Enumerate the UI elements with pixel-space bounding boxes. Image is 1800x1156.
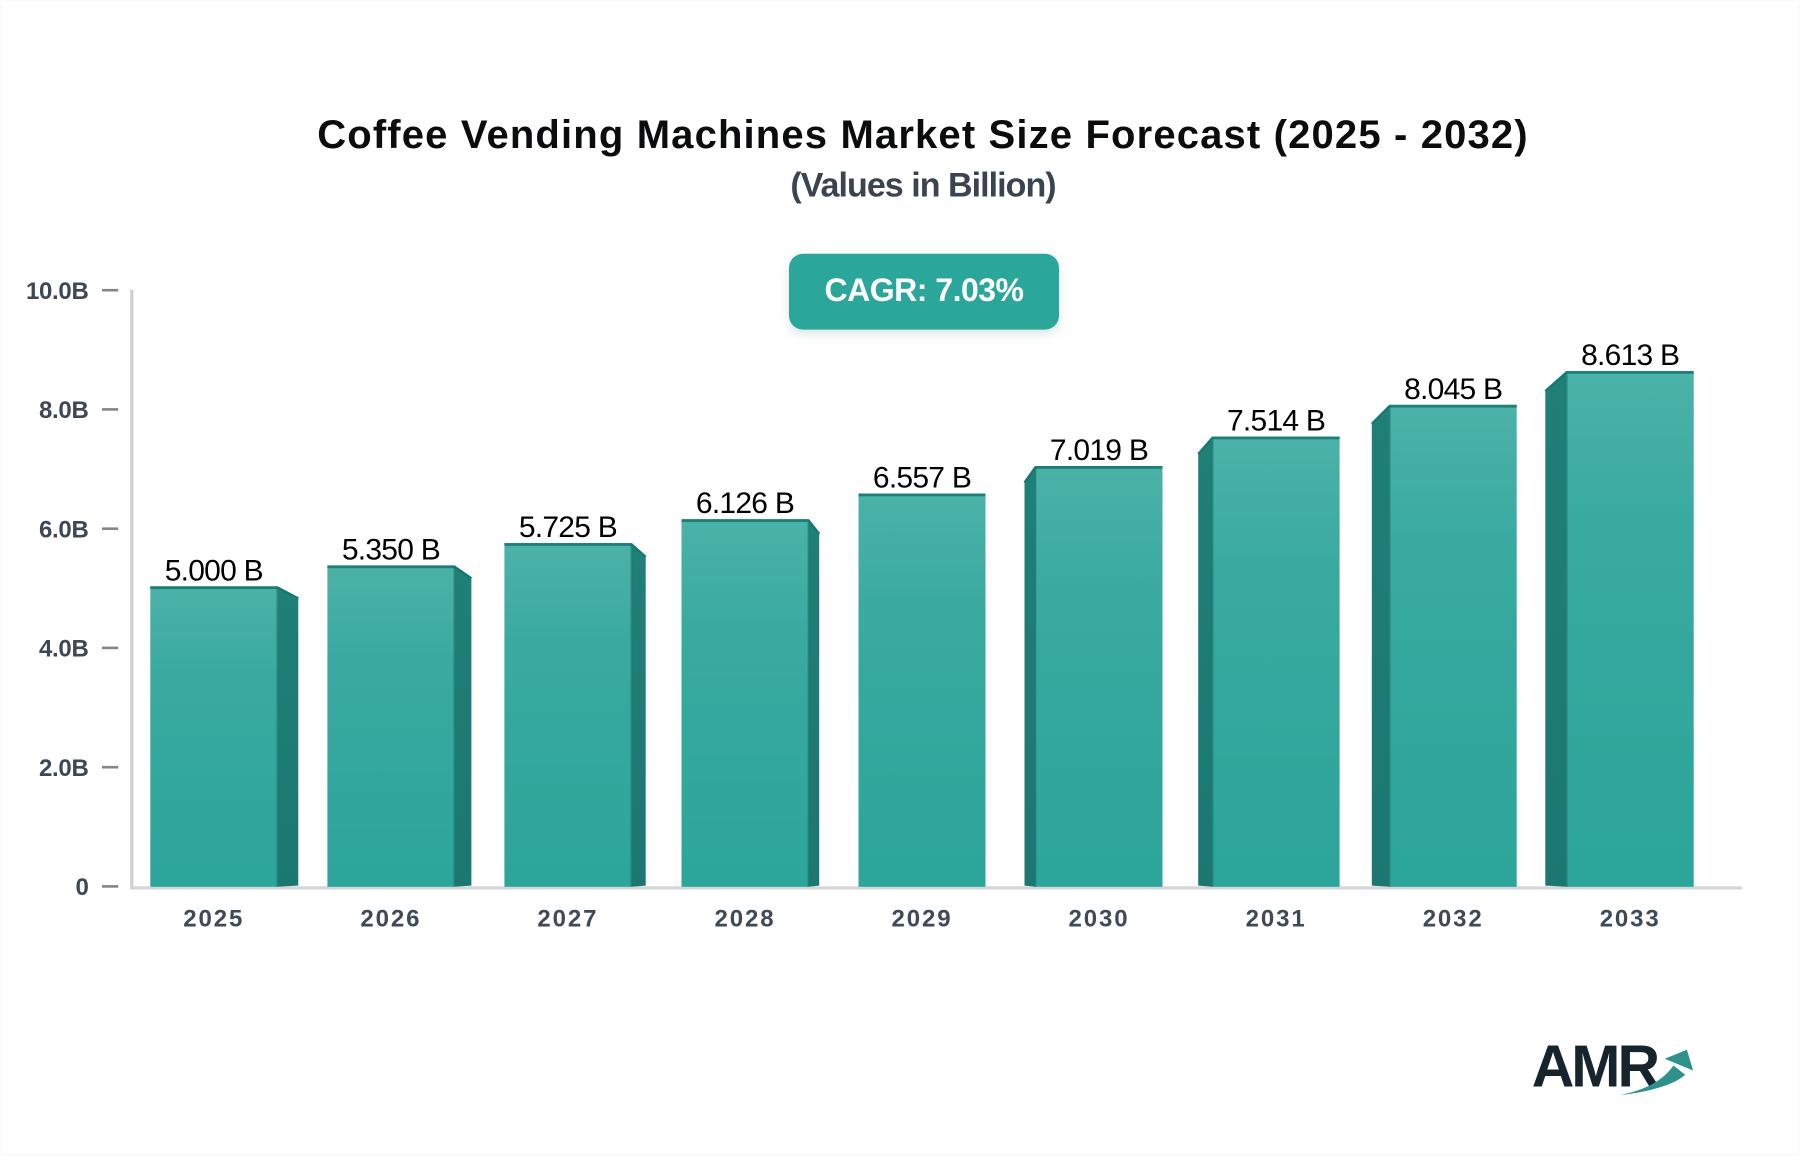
svg-text:8.613 B: 8.613 B: [1581, 339, 1679, 372]
svg-text:2027: 2027: [537, 906, 598, 933]
svg-text:10.0B: 10.0B: [26, 278, 89, 305]
svg-text:6.126 B: 6.126 B: [696, 487, 794, 520]
svg-text:5.350 B: 5.350 B: [342, 533, 440, 566]
svg-text:AMR: AMR: [1532, 1033, 1660, 1099]
svg-text:6.0B: 6.0B: [39, 516, 89, 543]
svg-text:2029: 2029: [892, 906, 953, 933]
svg-text:CAGR: 7.03%: CAGR: 7.03%: [825, 272, 1024, 308]
svg-text:2026: 2026: [360, 906, 421, 933]
svg-text:2030: 2030: [1069, 906, 1130, 933]
svg-text:2.0B: 2.0B: [39, 755, 89, 782]
svg-text:5.725 B: 5.725 B: [519, 511, 617, 544]
svg-text:2033: 2033: [1600, 906, 1661, 933]
svg-text:4.0B: 4.0B: [39, 636, 89, 663]
svg-text:0: 0: [75, 874, 88, 901]
svg-text:Coffee Vending Machines Market: Coffee Vending Machines Market Size Fore…: [317, 113, 1529, 157]
svg-text:8.045 B: 8.045 B: [1404, 373, 1502, 406]
svg-text:2025: 2025: [183, 906, 244, 933]
svg-text:8.0B: 8.0B: [39, 397, 89, 424]
svg-text:6.557 B: 6.557 B: [873, 462, 971, 495]
svg-text:2032: 2032: [1423, 906, 1484, 933]
svg-text:7.514 B: 7.514 B: [1227, 405, 1325, 438]
svg-text:(Values in Billion): (Values in Billion): [790, 167, 1055, 205]
svg-text:5.000 B: 5.000 B: [165, 554, 263, 587]
svg-text:2028: 2028: [715, 906, 776, 933]
svg-text:7.019 B: 7.019 B: [1050, 434, 1148, 467]
svg-text:2031: 2031: [1246, 906, 1307, 933]
